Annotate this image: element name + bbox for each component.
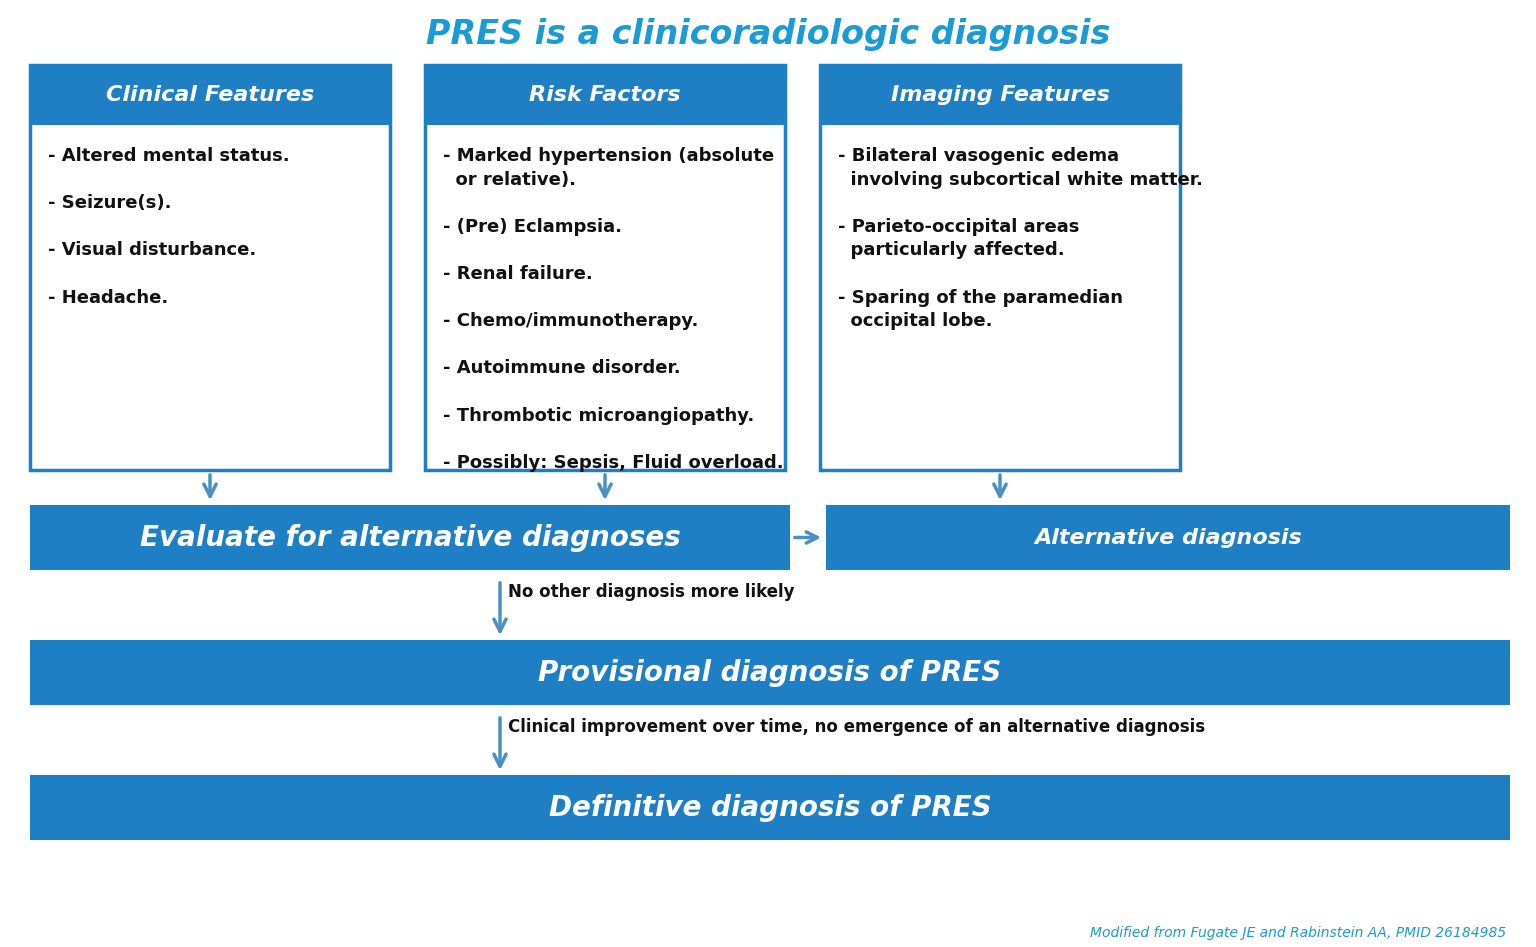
FancyBboxPatch shape — [820, 65, 1180, 470]
FancyBboxPatch shape — [820, 65, 1180, 125]
Text: Clinical Features: Clinical Features — [106, 85, 315, 105]
FancyBboxPatch shape — [31, 775, 1510, 840]
Text: PRES is a clinicoradiologic diagnosis: PRES is a clinicoradiologic diagnosis — [425, 18, 1111, 51]
Text: Clinical improvement over time, no emergence of an alternative diagnosis: Clinical improvement over time, no emerg… — [508, 718, 1206, 736]
Text: - Bilateral vasogenic edema
  involving subcortical white matter.

- Parieto-occ: - Bilateral vasogenic edema involving su… — [839, 147, 1203, 331]
Text: Definitive diagnosis of PRES: Definitive diagnosis of PRES — [548, 794, 991, 821]
FancyBboxPatch shape — [425, 65, 785, 470]
Text: Modified from Fugate JE and Rabinstein AA, PMID 26184985: Modified from Fugate JE and Rabinstein A… — [1089, 926, 1505, 940]
FancyBboxPatch shape — [31, 640, 1510, 705]
FancyBboxPatch shape — [826, 505, 1510, 570]
Text: Evaluate for alternative diagnoses: Evaluate for alternative diagnoses — [140, 524, 680, 551]
Text: - Altered mental status.

- Seizure(s).

- Visual disturbance.

- Headache.: - Altered mental status. - Seizure(s). -… — [48, 147, 290, 307]
FancyBboxPatch shape — [31, 640, 1510, 705]
Text: No other diagnosis more likely: No other diagnosis more likely — [508, 583, 794, 601]
FancyBboxPatch shape — [31, 65, 390, 125]
Text: - Marked hypertension (absolute
  or relative).

- (Pre) Eclampsia.

- Renal fai: - Marked hypertension (absolute or relat… — [442, 147, 783, 472]
Text: Risk Factors: Risk Factors — [530, 85, 680, 105]
Text: Provisional diagnosis of PRES: Provisional diagnosis of PRES — [539, 658, 1001, 687]
Text: Imaging Features: Imaging Features — [891, 85, 1109, 105]
FancyBboxPatch shape — [31, 505, 790, 570]
FancyBboxPatch shape — [31, 65, 390, 470]
Text: Alternative diagnosis: Alternative diagnosis — [1034, 527, 1303, 547]
FancyBboxPatch shape — [425, 65, 785, 125]
